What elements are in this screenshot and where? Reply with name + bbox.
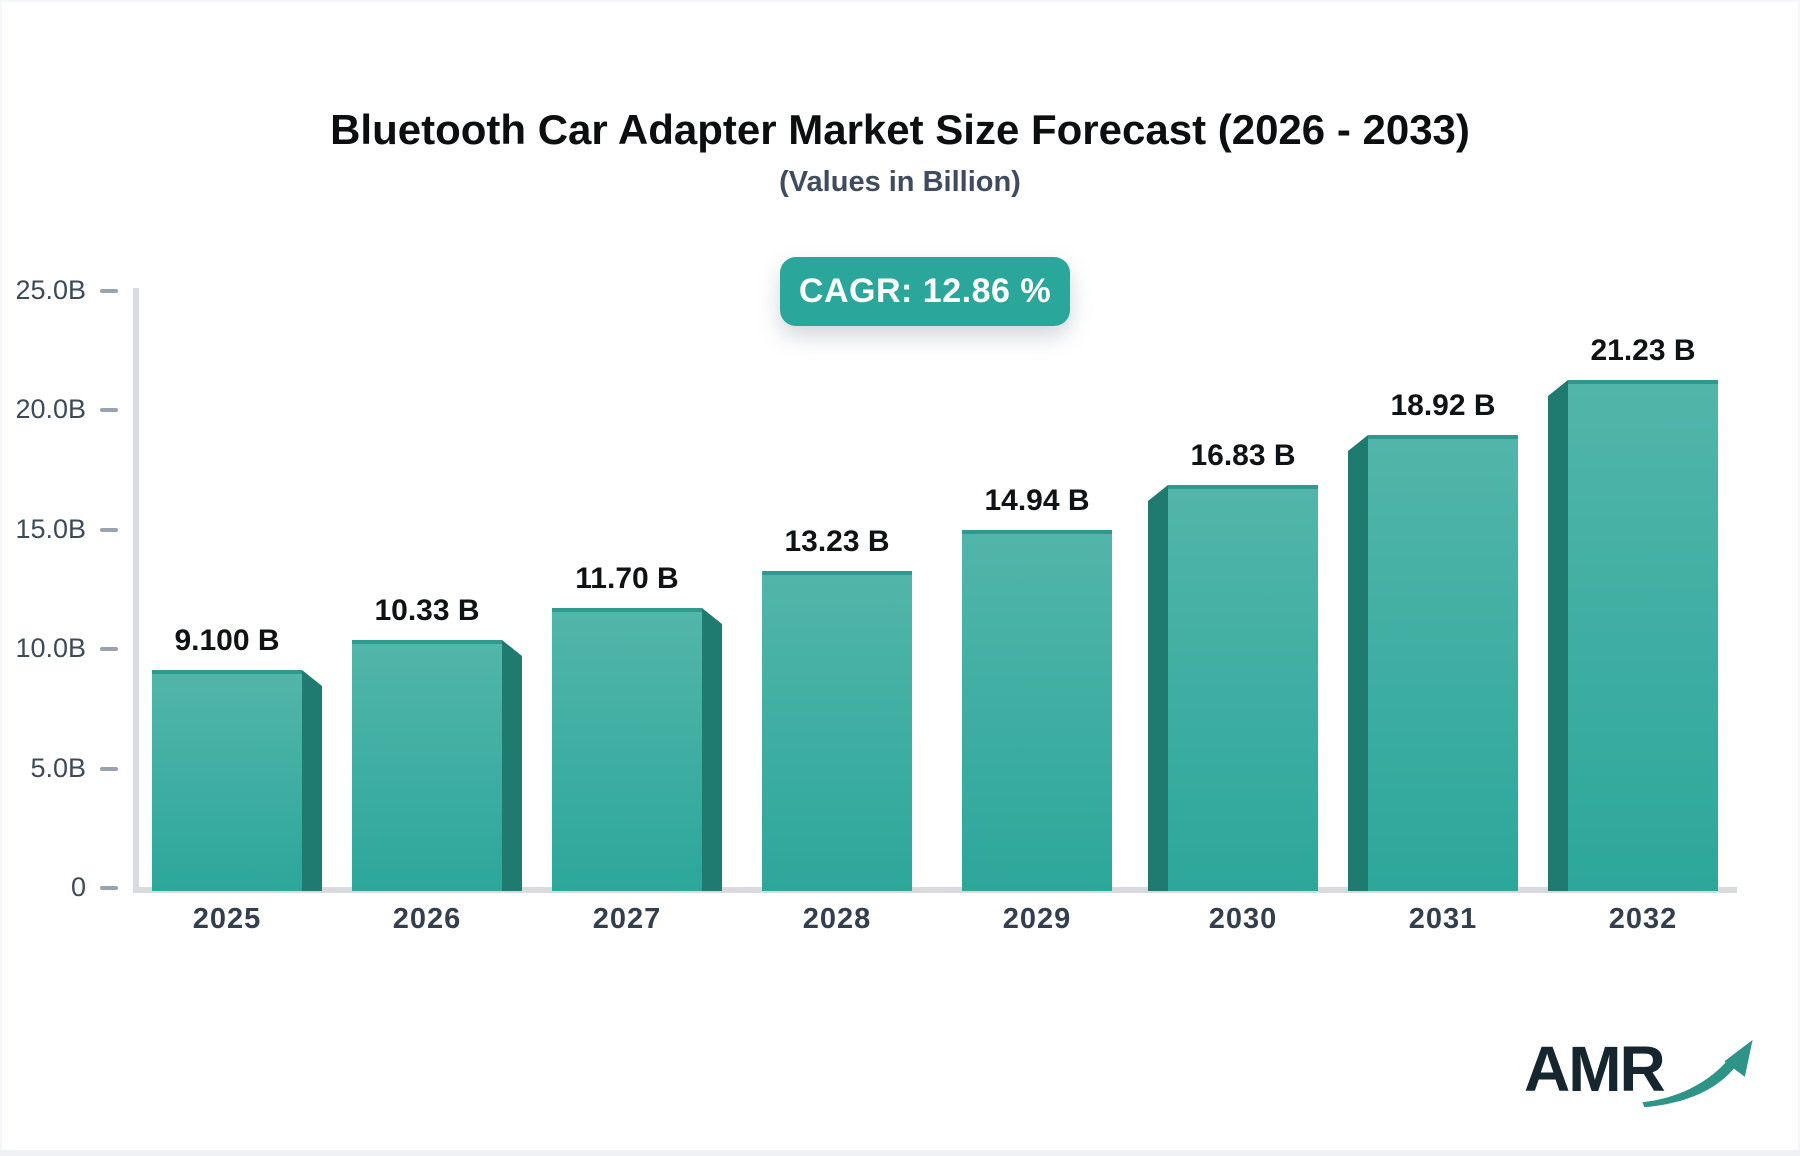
x-axis-label-2025: 2025 bbox=[192, 903, 262, 935]
x-axis-line bbox=[133, 887, 1737, 893]
y-axis-tick bbox=[100, 647, 118, 652]
cagr-badge: CAGR: 12.86 % bbox=[780, 257, 1070, 326]
bar-value-label-2031: 18.92 B bbox=[1390, 389, 1496, 422]
bar-2032 bbox=[1568, 380, 1718, 891]
x-axis-label-2029: 2029 bbox=[1002, 903, 1072, 935]
y-axis-tick-label: 25.0B bbox=[15, 275, 86, 305]
bar-2032-3d-side bbox=[1548, 380, 1568, 891]
bar-2027-3d-side bbox=[702, 608, 722, 891]
bar-value-label-2029: 14.94 B bbox=[984, 484, 1090, 517]
y-axis-tick bbox=[100, 408, 118, 413]
bar-value-label-2027: 11.70 B bbox=[575, 562, 679, 595]
amr-logo: AMR bbox=[1524, 1024, 1756, 1114]
growth-arrow-icon bbox=[1642, 1039, 1753, 1108]
bar-2031-3d-side bbox=[1348, 435, 1368, 891]
y-axis-tick bbox=[100, 886, 118, 890]
y-axis-tick bbox=[100, 527, 118, 532]
bar-value-label-2028: 13.23 B bbox=[784, 525, 890, 558]
y-axis-tick bbox=[100, 289, 118, 293]
chart-title: Bluetooth Car Adapter Market Size Foreca… bbox=[330, 106, 1470, 153]
amr-logo-text: AMR bbox=[1524, 1033, 1666, 1105]
bar-2027 bbox=[552, 608, 702, 891]
bar-2030 bbox=[1168, 485, 1318, 891]
y-axis-tick-label: 15.0B bbox=[15, 513, 86, 544]
x-axis-label-2030: 2030 bbox=[1208, 903, 1278, 935]
bar-value-label-2030: 16.83 B bbox=[1190, 439, 1296, 472]
page-bottom-edge bbox=[0, 1150, 1800, 1156]
bar-2025 bbox=[152, 670, 302, 891]
x-axis-label-2031: 2031 bbox=[1408, 903, 1478, 935]
x-axis-label-2032: 2032 bbox=[1608, 903, 1678, 935]
bar-2031 bbox=[1368, 435, 1518, 891]
x-axis-label-2026: 2026 bbox=[392, 903, 462, 935]
bar-value-label-2032: 21.23 B bbox=[1590, 334, 1696, 367]
bar-value-label-2025: 9.100 B bbox=[174, 624, 280, 657]
y-axis-tick-label: 10.0B bbox=[15, 633, 86, 664]
cagr-badge-label: CAGR: 12.86 % bbox=[798, 272, 1052, 310]
bar-2025-3d-side bbox=[302, 670, 322, 891]
bar-value-label-2026: 10.33 B bbox=[374, 594, 480, 627]
y-axis-tick bbox=[100, 766, 118, 771]
bar-2029 bbox=[962, 530, 1112, 891]
bar-2030-3d-side bbox=[1148, 485, 1168, 891]
bar-2028 bbox=[762, 571, 912, 891]
x-axis-label-2028: 2028 bbox=[802, 903, 872, 935]
y-axis-tick-label: 20.0B bbox=[15, 394, 86, 425]
bar-2026-3d-side bbox=[502, 640, 522, 891]
bar-2026 bbox=[352, 640, 502, 891]
y-axis-tick-label: 5.0B bbox=[30, 752, 86, 783]
y-axis-tick-label: 0 bbox=[70, 872, 86, 902]
chart-subtitle: (Values in Billion) bbox=[779, 166, 1021, 198]
y-axis-line bbox=[133, 288, 139, 893]
x-axis-label-2027: 2027 bbox=[592, 903, 662, 935]
